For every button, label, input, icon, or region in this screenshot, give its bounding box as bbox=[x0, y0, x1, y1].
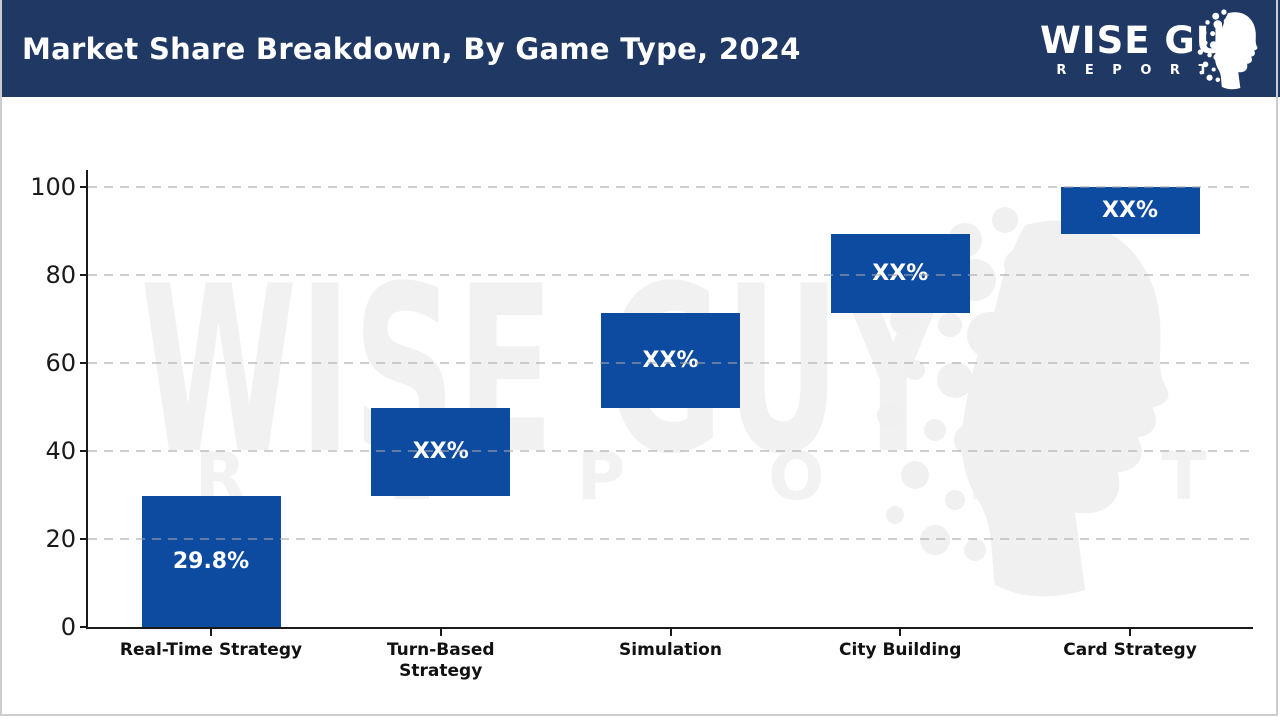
wiseguy-logo-line2: R E P O R T S bbox=[1056, 62, 1243, 78]
watermark-text-line1: WISE GUY bbox=[140, 238, 947, 505]
wiseguy-face-icon bbox=[1197, 9, 1258, 90]
y-axis-tick bbox=[80, 186, 88, 188]
gridline-60 bbox=[88, 362, 1253, 364]
x-axis-tick bbox=[210, 627, 212, 636]
y-axis-tick bbox=[80, 274, 88, 276]
x-tick-label: Simulation bbox=[619, 640, 722, 660]
bar-value-label: XX% bbox=[642, 347, 699, 373]
bar-0: 29.8% bbox=[141, 495, 281, 627]
bar-value-label: XX% bbox=[1102, 198, 1158, 224]
gridline-80 bbox=[88, 274, 1253, 276]
y-tick-label: 60 bbox=[45, 349, 76, 377]
wiseguy-logo: WISE GUY R E P O R T S bbox=[1010, 6, 1270, 92]
waterfall-chart: 29.8% Real-Time Strategy XX% Turn-Based Str… bbox=[0, 97, 1280, 720]
header-bar: Market Share Breakdown, By Game Type, 20… bbox=[0, 0, 1280, 97]
y-tick-label: 100 bbox=[30, 173, 76, 201]
page-title: Market Share Breakdown, By Game Type, 20… bbox=[22, 31, 801, 66]
y-axis-tick bbox=[80, 538, 88, 540]
y-axis-line bbox=[86, 170, 88, 629]
gridline-40 bbox=[88, 450, 1253, 452]
y-tick-label: 40 bbox=[45, 437, 76, 465]
x-tick-label: City Building bbox=[839, 640, 962, 660]
y-tick-label: 80 bbox=[45, 261, 76, 289]
x-axis-tick bbox=[669, 627, 672, 636]
y-axis-tick bbox=[80, 626, 88, 628]
y-tick-label: 20 bbox=[45, 525, 76, 553]
x-axis-tick bbox=[899, 627, 902, 636]
x-axis-line bbox=[86, 627, 1253, 629]
bar-value-label: XX% bbox=[872, 260, 929, 286]
bar-value-label: 29.8% bbox=[172, 548, 250, 574]
x-axis-tick bbox=[1129, 627, 1131, 636]
y-tick-label: 0 bbox=[60, 613, 76, 641]
y-axis-tick bbox=[80, 450, 88, 452]
bar-2: XX% bbox=[601, 312, 740, 408]
bar-3: XX% bbox=[830, 234, 970, 313]
gridline-20 bbox=[88, 538, 1253, 540]
x-tick-label: Turn-Based Strategy bbox=[386, 640, 495, 682]
gridline-100 bbox=[88, 186, 1253, 188]
x-tick-label: Card Strategy bbox=[1063, 640, 1197, 660]
wiseguy-logo-text: WISE GUY R E P O R T S bbox=[1040, 21, 1255, 78]
x-axis-tick bbox=[439, 627, 442, 636]
y-axis-tick bbox=[80, 362, 88, 364]
x-tick-label: Real-Time Strategy bbox=[119, 640, 303, 660]
bar-4: XX% bbox=[1060, 187, 1200, 235]
